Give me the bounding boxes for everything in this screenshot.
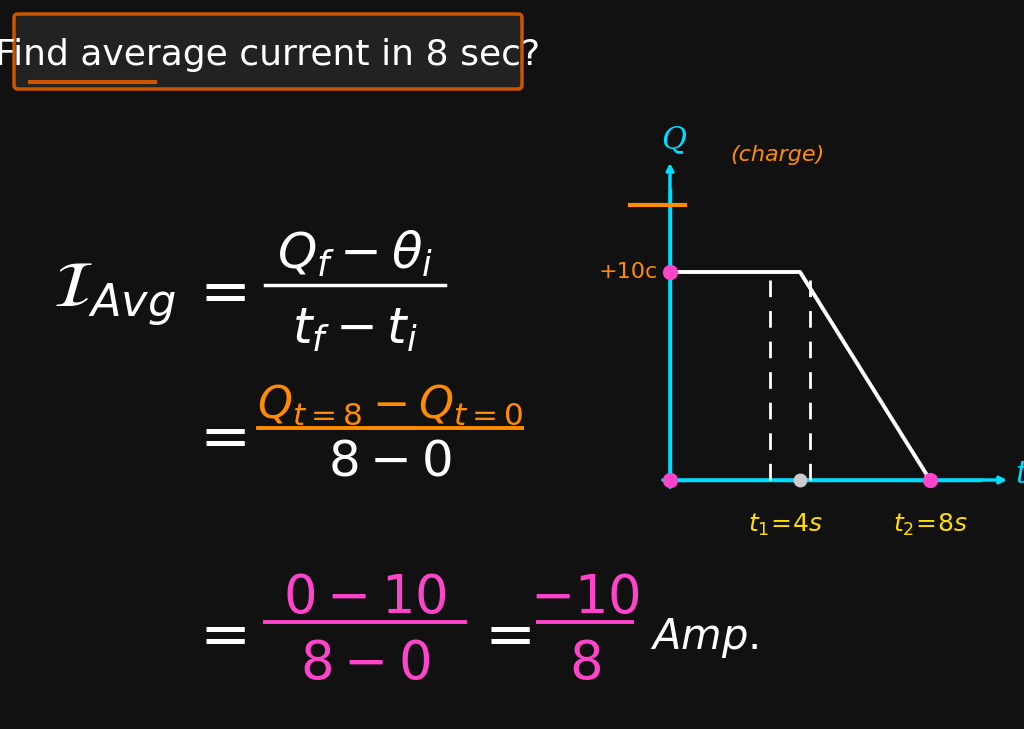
Text: (charge): (charge) <box>730 145 824 165</box>
Text: t: t <box>1015 459 1024 489</box>
Text: $8$: $8$ <box>569 639 601 690</box>
Text: $Q_f - \theta_i$: $Q_f - \theta_i$ <box>276 230 433 280</box>
Text: =: = <box>200 410 251 470</box>
Text: $Q_{t=8} - Q_{t=0}$: $Q_{t=8} - Q_{t=0}$ <box>257 383 523 427</box>
Text: =: = <box>200 608 251 668</box>
Text: =: = <box>200 265 251 325</box>
Text: +10c: +10c <box>599 262 658 282</box>
Text: $t_f - t_i$: $t_f - t_i$ <box>292 305 418 355</box>
Text: $8 - 0$: $8 - 0$ <box>300 639 430 690</box>
FancyBboxPatch shape <box>14 14 522 89</box>
Text: $-10$: $-10$ <box>530 572 640 623</box>
Text: $Amp.$: $Amp.$ <box>650 616 759 660</box>
Text: $0 - 10$: $0 - 10$ <box>283 572 447 623</box>
Text: $t_1\!=\!4s$: $t_1\!=\!4s$ <box>748 512 822 538</box>
Text: $t_2\!=\!8s$: $t_2\!=\!8s$ <box>893 512 968 538</box>
Text: $8 - 0$: $8 - 0$ <box>329 437 452 487</box>
Text: Find average current in 8 sec?: Find average current in 8 sec? <box>0 38 541 72</box>
Text: Q: Q <box>662 124 686 155</box>
Text: $\mathcal{I}_{Avg}$: $\mathcal{I}_{Avg}$ <box>53 262 176 328</box>
Text: =: = <box>484 608 536 668</box>
